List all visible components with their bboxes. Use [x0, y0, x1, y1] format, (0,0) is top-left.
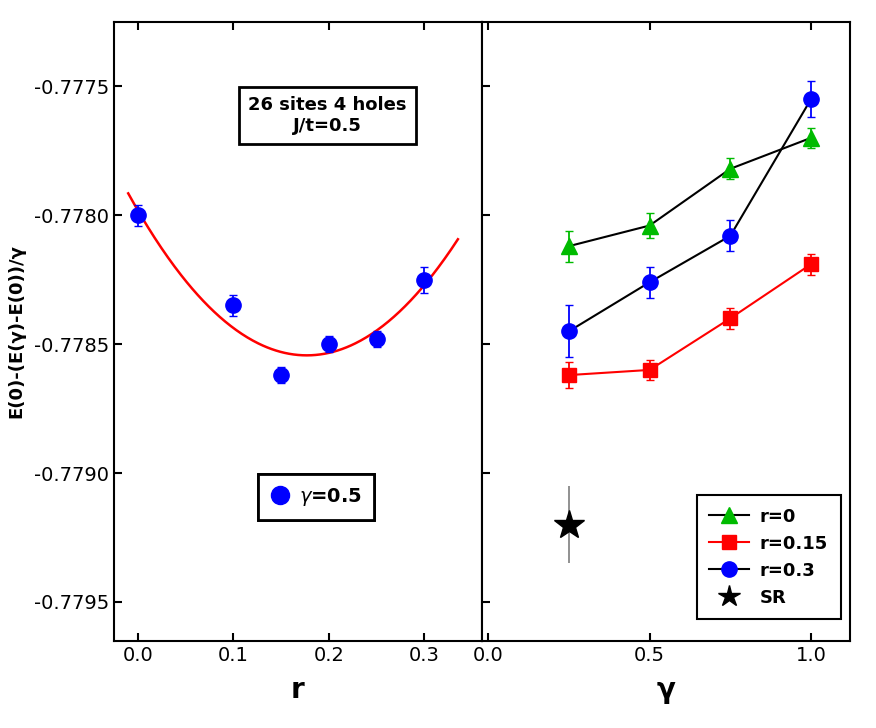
Text: 26 sites 4 holes
J/t=0.5: 26 sites 4 holes J/t=0.5: [248, 96, 406, 135]
Y-axis label: E(0)-(E(γ)-E(0))/γ: E(0)-(E(γ)-E(0))/γ: [7, 245, 25, 418]
X-axis label: γ: γ: [656, 676, 675, 704]
Legend: r=0, r=0.15, r=0.3, SR: r=0, r=0.15, r=0.3, SR: [696, 495, 841, 620]
X-axis label: r: r: [291, 676, 305, 704]
Legend: $\gamma$=0.5: $\gamma$=0.5: [258, 474, 374, 520]
